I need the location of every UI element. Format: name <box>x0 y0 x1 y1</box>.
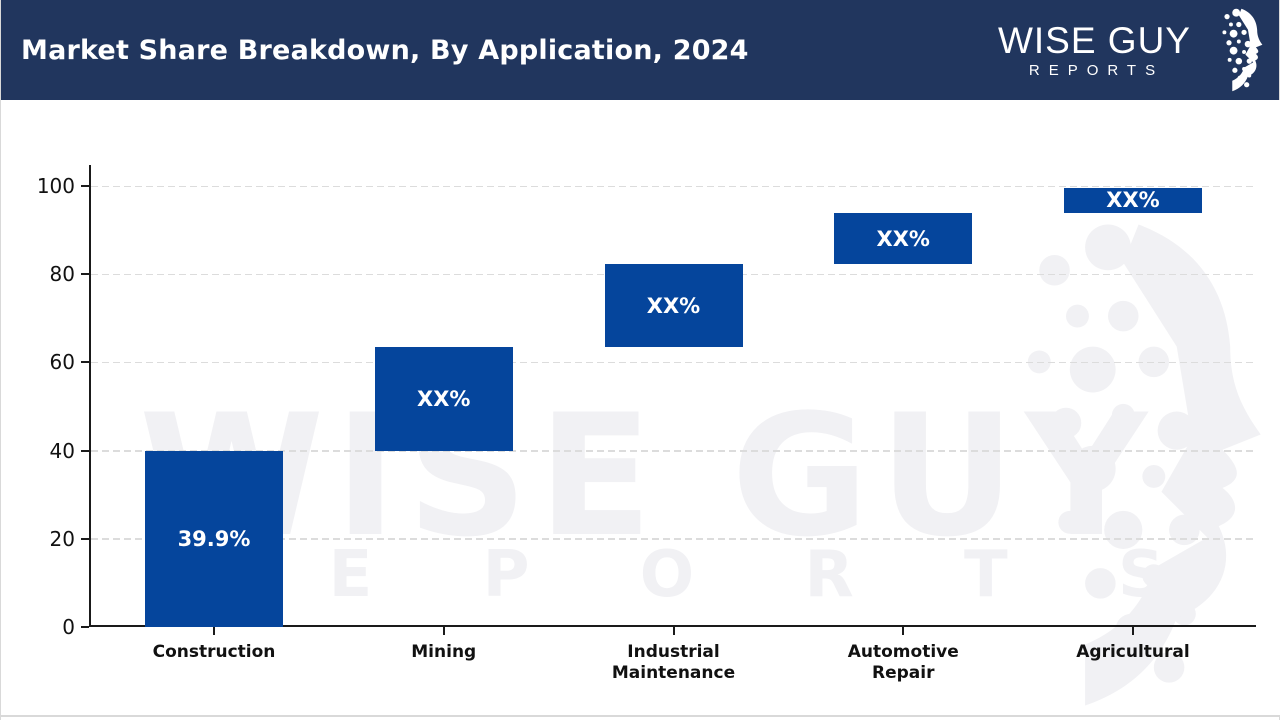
x-tick-mark-construction <box>213 627 215 635</box>
x-axis-label-construction: Construction <box>152 642 276 662</box>
y-tick-label-20: 20 <box>49 526 75 551</box>
gridline-40 <box>91 450 1256 452</box>
bar-value-label-agricultural: XX% <box>1106 188 1160 213</box>
x-axis-label-agricultural: Agricultural <box>1076 642 1190 662</box>
logo-text: WISE GUY REPORTS <box>998 22 1191 79</box>
x-tick-mark-industrial-maintenance <box>672 627 675 635</box>
report-header: Market Share Breakdown, By Application, … <box>1 0 1279 100</box>
page-bottom-divider <box>1 715 1279 717</box>
wise-guy-logo: WISE GUY REPORTS <box>998 7 1265 93</box>
logo-sub: REPORTS <box>1028 61 1165 79</box>
x-axis-label-mining: Mining <box>411 642 477 662</box>
y-tick-mark-100 <box>81 185 89 187</box>
y-tick-mark-80 <box>81 273 89 276</box>
y-tick-label-80: 80 <box>49 262 75 287</box>
bar-value-label-industrial-maintenance: XX% <box>646 293 701 318</box>
y-tick-mark-40 <box>81 449 89 452</box>
y-tick-label-60: 60 <box>49 350 75 375</box>
bar-automotive-repair: XX% <box>834 212 973 265</box>
y-tick-mark-60 <box>81 361 89 364</box>
x-axis-label-automotive-repair: Automotive Repair <box>847 642 959 684</box>
bar-agricultural: XX% <box>1064 187 1202 213</box>
y-tick-label-40: 40 <box>49 438 75 463</box>
gridline-20 <box>91 538 1256 540</box>
bar-value-label-automotive-repair: XX% <box>876 226 930 251</box>
watermark-text: WISE GUY <box>139 378 1158 574</box>
dotted-head-icon <box>1222 8 1263 92</box>
y-tick-label-100: 100 <box>36 174 75 198</box>
logo-name: WISE GUY <box>997 19 1191 61</box>
gridline-60 <box>91 361 1256 364</box>
y-tick-mark-20 <box>81 537 89 540</box>
bar-industrial-maintenance: XX% <box>604 264 743 348</box>
page-title: Market Share Breakdown, By Application, … <box>21 34 749 66</box>
watermark-sub: R E P O R T S <box>169 538 1209 612</box>
gridline-100 <box>91 185 1256 187</box>
watermark-head-icon <box>1027 224 1261 706</box>
x-tick-mark-agricultural <box>1132 627 1134 635</box>
x-tick-mark-automotive-repair <box>902 627 905 635</box>
x-axis-label-industrial-maintenance: Industrial Maintenance <box>611 642 736 684</box>
plot-area: 0 20 40 60 80 100 39.9% Construction XX% Mining XX… <box>37 165 1256 683</box>
bar-value-label-mining: XX% <box>417 387 471 412</box>
bar-value-label-construction: 39.9% <box>177 527 251 551</box>
y-tick-label-0: 0 <box>62 615 75 639</box>
bar-construction: 39.9% <box>145 451 283 627</box>
y-tick-mark-0 <box>81 626 89 628</box>
chart-area: WISE GUY R E P O R T S 0 20 40 60 80 100 39.9%… <box>1 100 1280 715</box>
bar-mining: XX% <box>374 347 513 452</box>
x-tick-mark-mining <box>442 627 445 635</box>
